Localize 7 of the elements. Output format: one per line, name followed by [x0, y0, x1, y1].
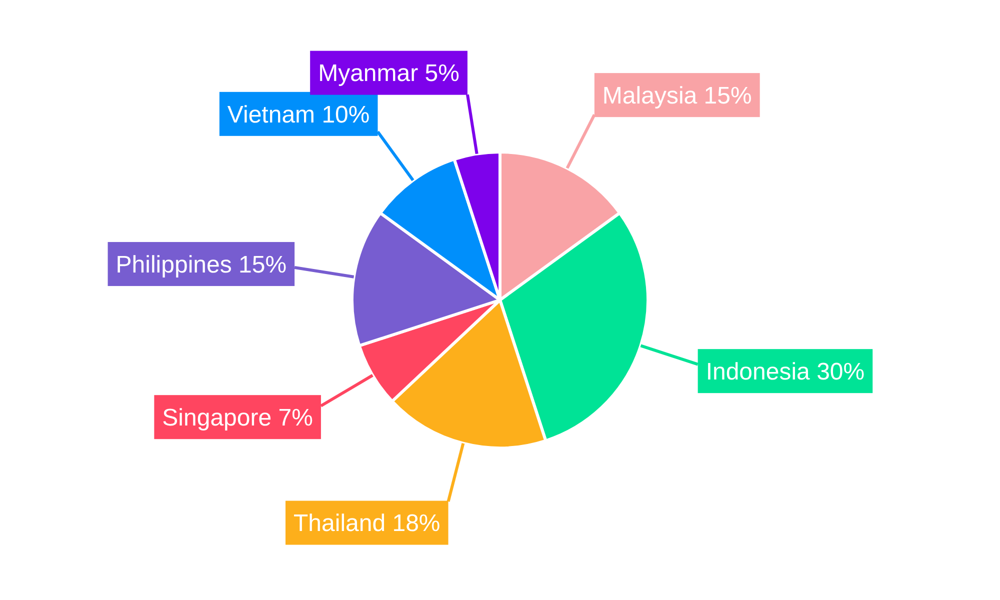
slice-label: Thailand 18% [294, 510, 440, 538]
slice-label: Singapore 7% [162, 404, 313, 432]
slice-label: Vietnam 10% [227, 101, 370, 128]
slice-label: Myanmar 5% [318, 60, 460, 88]
slice-label: Philippines 15% [116, 251, 287, 278]
slice-label: Indonesia 30% [706, 358, 865, 386]
slice-label: Malaysia 15% [602, 82, 752, 110]
